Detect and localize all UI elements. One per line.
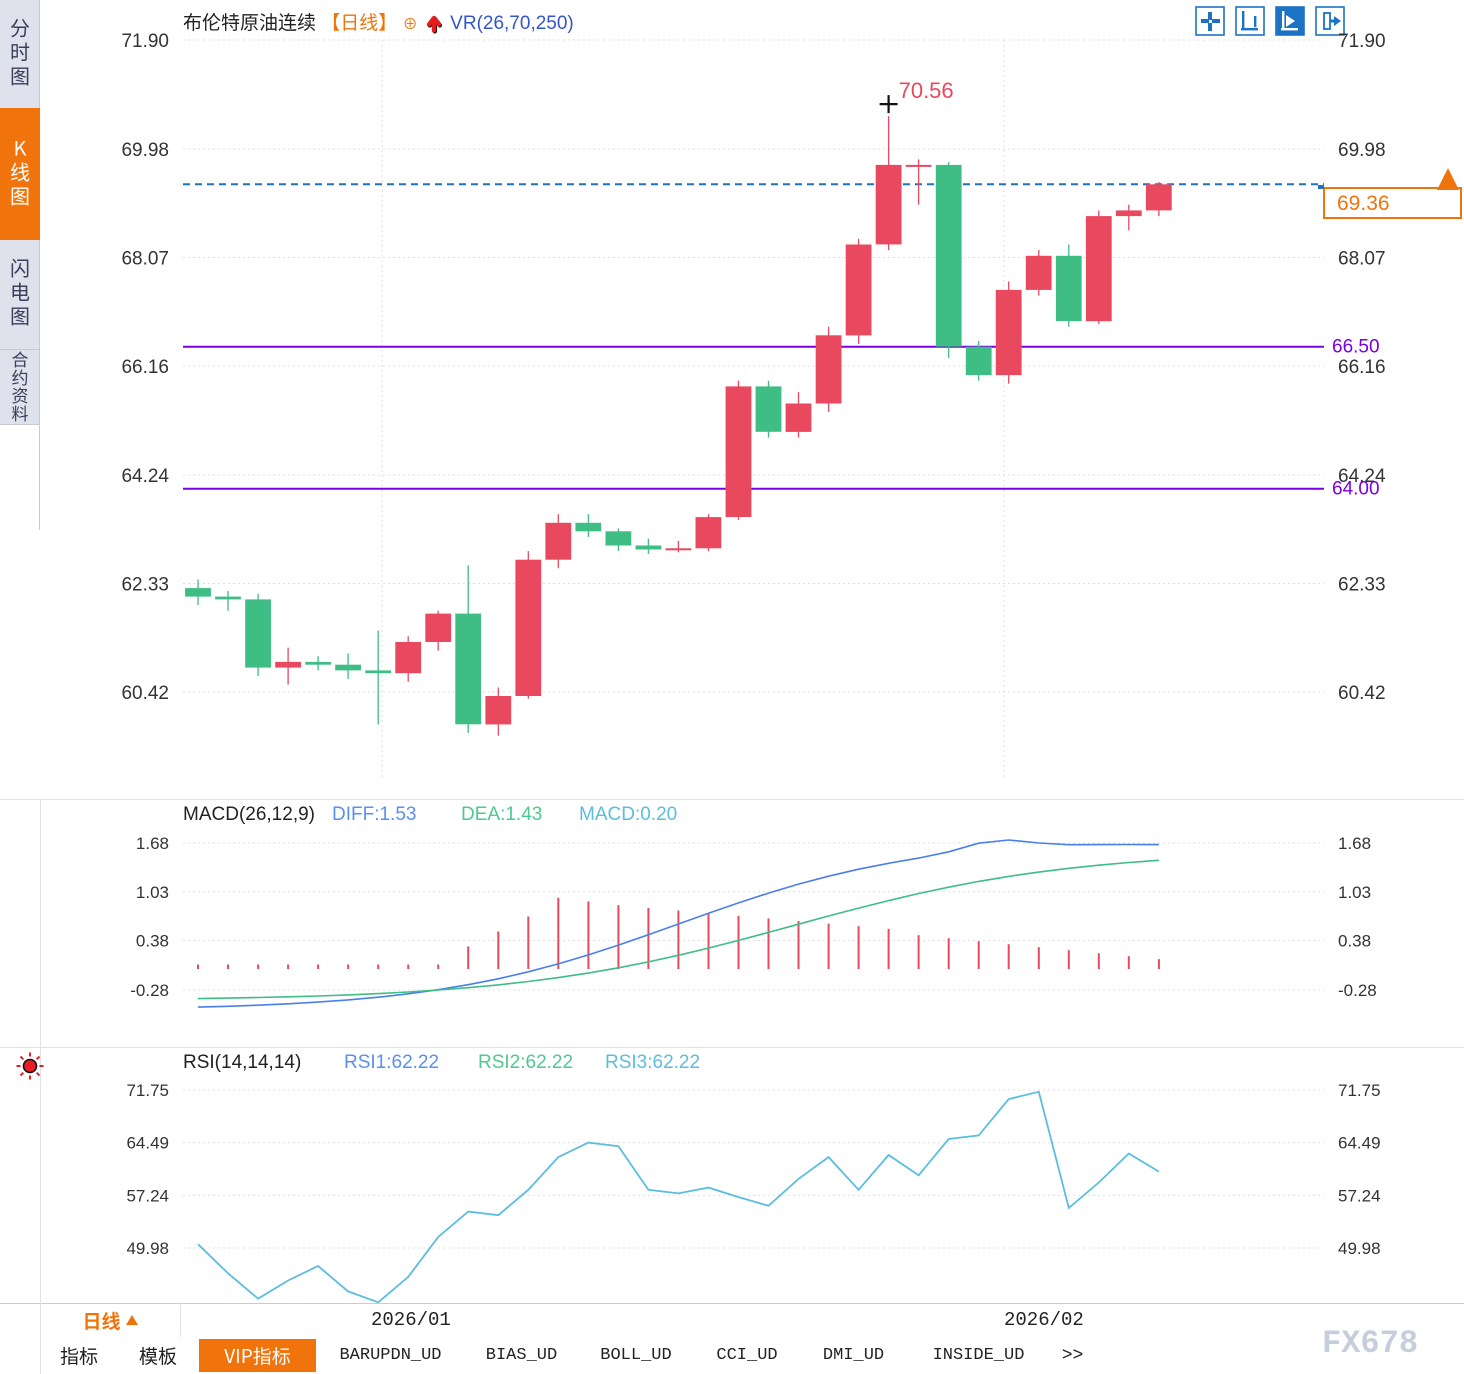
svg-text:RSI1:62.22: RSI1:62.22	[344, 1052, 439, 1073]
svg-text:66.16: 66.16	[121, 357, 169, 378]
svg-text:70.56: 70.56	[899, 78, 954, 103]
svg-text:62.33: 62.33	[121, 575, 169, 596]
svg-text:69.98: 69.98	[121, 140, 169, 161]
svg-text:71.75: 71.75	[1338, 1081, 1381, 1100]
svg-text:66.16: 66.16	[1338, 357, 1386, 378]
svg-text:49.98: 49.98	[1338, 1239, 1381, 1258]
svg-text:57.24: 57.24	[126, 1186, 169, 1205]
svg-text:68.07: 68.07	[1338, 249, 1386, 270]
svg-text:62.33: 62.33	[1338, 575, 1386, 596]
svg-text:66.50: 66.50	[1332, 337, 1380, 358]
svg-text:57.24: 57.24	[1338, 1186, 1381, 1205]
svg-text:60.42: 60.42	[1338, 683, 1386, 704]
svg-text:RSI3:62.22: RSI3:62.22	[605, 1052, 700, 1073]
svg-text:71.75: 71.75	[126, 1081, 169, 1100]
svg-text:RSI2:62.22: RSI2:62.22	[478, 1052, 573, 1073]
svg-text:RSI(14,14,14): RSI(14,14,14)	[183, 1052, 301, 1073]
svg-text:64.24: 64.24	[121, 466, 169, 487]
svg-text:71.90: 71.90	[121, 31, 169, 52]
svg-text:60.42: 60.42	[121, 683, 169, 704]
svg-text:69.98: 69.98	[1338, 140, 1386, 161]
svg-text:49.98: 49.98	[126, 1239, 169, 1258]
svg-text:71.90: 71.90	[1338, 31, 1386, 52]
svg-text:68.07: 68.07	[121, 249, 169, 270]
svg-text:64.49: 64.49	[126, 1134, 169, 1153]
svg-text:64.24: 64.24	[1338, 466, 1386, 487]
svg-text:64.49: 64.49	[1338, 1134, 1381, 1153]
